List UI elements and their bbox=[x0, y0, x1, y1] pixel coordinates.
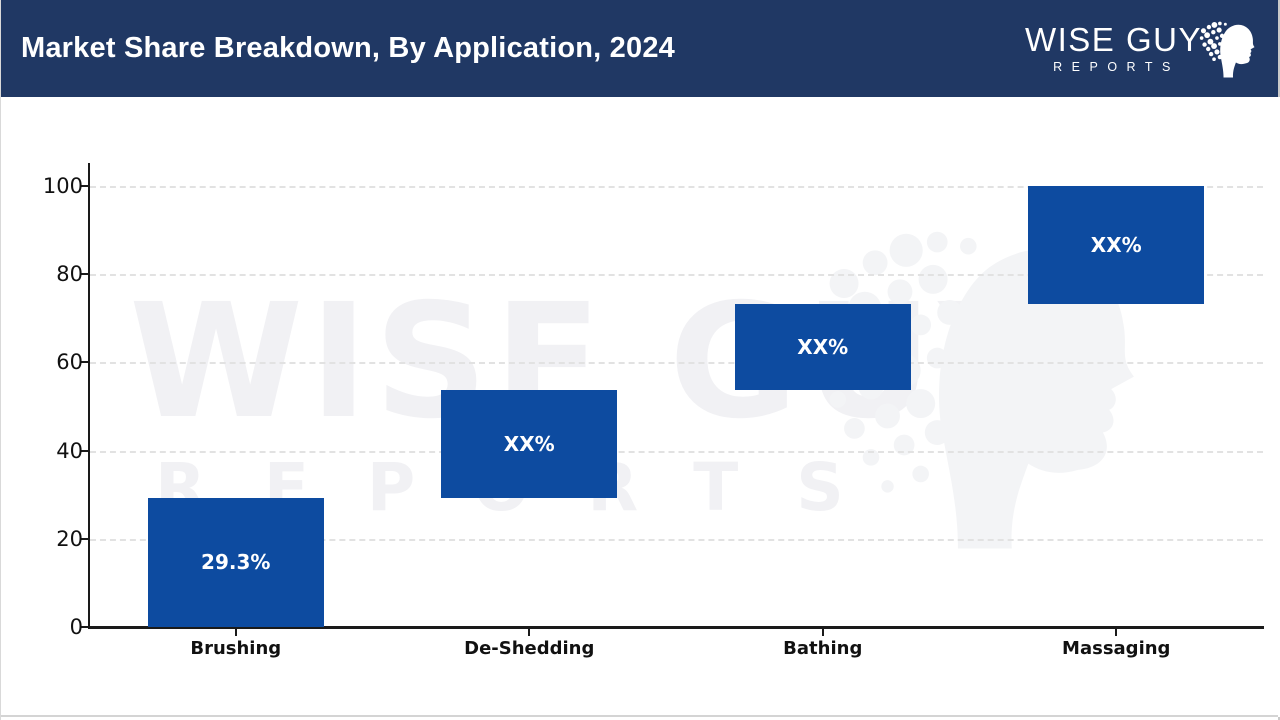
x-tick-label-bathing: Bathing bbox=[783, 638, 863, 659]
page-title: Market Share Breakdown, By Application, … bbox=[21, 32, 675, 64]
bar-value-label: XX% bbox=[1090, 233, 1142, 258]
y-tick-label-20: 20 bbox=[56, 526, 83, 551]
logo-wordmark: WISE GUY REPORTS bbox=[1025, 23, 1202, 74]
chart-area: WISE GUY REPORTS 020406080100BrushingDe-… bbox=[1, 97, 1280, 717]
logo-wordmark-line1: WISE GUY bbox=[1024, 21, 1202, 59]
x-tick-label-brushing: Brushing bbox=[190, 638, 282, 659]
logo-face-icon bbox=[1199, 21, 1255, 77]
y-axis-spine bbox=[88, 163, 90, 628]
y-tick-mark bbox=[80, 537, 89, 540]
bar-value-label: 29.3% bbox=[201, 550, 271, 575]
bar-value-label: XX% bbox=[797, 335, 849, 360]
y-tick-mark bbox=[80, 273, 89, 276]
x-tick-mark bbox=[1115, 628, 1118, 636]
x-tick-label-de-shedding: De-Shedding bbox=[464, 638, 595, 659]
x-tick-mark bbox=[528, 628, 531, 636]
logo-wordmark-line2: REPORTS bbox=[1053, 60, 1180, 75]
bar-brushing: 29.3% bbox=[147, 497, 324, 627]
y-tick-mark bbox=[80, 361, 89, 364]
y-tick-mark bbox=[80, 185, 89, 187]
x-tick-mark bbox=[234, 628, 237, 636]
plot-area: 0 20 40 60 80 100 Brushing De-Shedding Bathing Ma… bbox=[1, 97, 1280, 717]
bar-value-label: XX% bbox=[503, 431, 555, 456]
x-tick-label-massaging: Massaging bbox=[1062, 638, 1171, 659]
y-tick-label-80: 80 bbox=[56, 262, 83, 287]
x-axis-spine bbox=[88, 626, 1264, 629]
y-tick-label-40: 40 bbox=[56, 438, 83, 463]
y-tick-label-0: 0 bbox=[69, 615, 83, 639]
bar-bathing: XX% bbox=[734, 304, 911, 391]
y-tick-label-60: 60 bbox=[56, 350, 83, 375]
gridline-y-100 bbox=[90, 186, 1263, 188]
gridline-y-20 bbox=[90, 538, 1263, 541]
y-tick-mark bbox=[80, 449, 89, 452]
bar-massaging: XX% bbox=[1028, 186, 1205, 305]
header: Market Share Breakdown, By Application, … bbox=[1, 0, 1278, 97]
y-tick-label-100: 100 bbox=[42, 174, 83, 198]
gridline-y-80 bbox=[90, 274, 1263, 277]
gridline-y-40 bbox=[90, 450, 1263, 453]
wise-guy-logo: WISE GUY REPORTS bbox=[1025, 11, 1264, 87]
y-tick-mark bbox=[80, 626, 89, 628]
gridline-y-60 bbox=[90, 362, 1263, 365]
x-tick-mark bbox=[821, 628, 824, 636]
bar-de-shedding: XX% bbox=[441, 390, 618, 498]
